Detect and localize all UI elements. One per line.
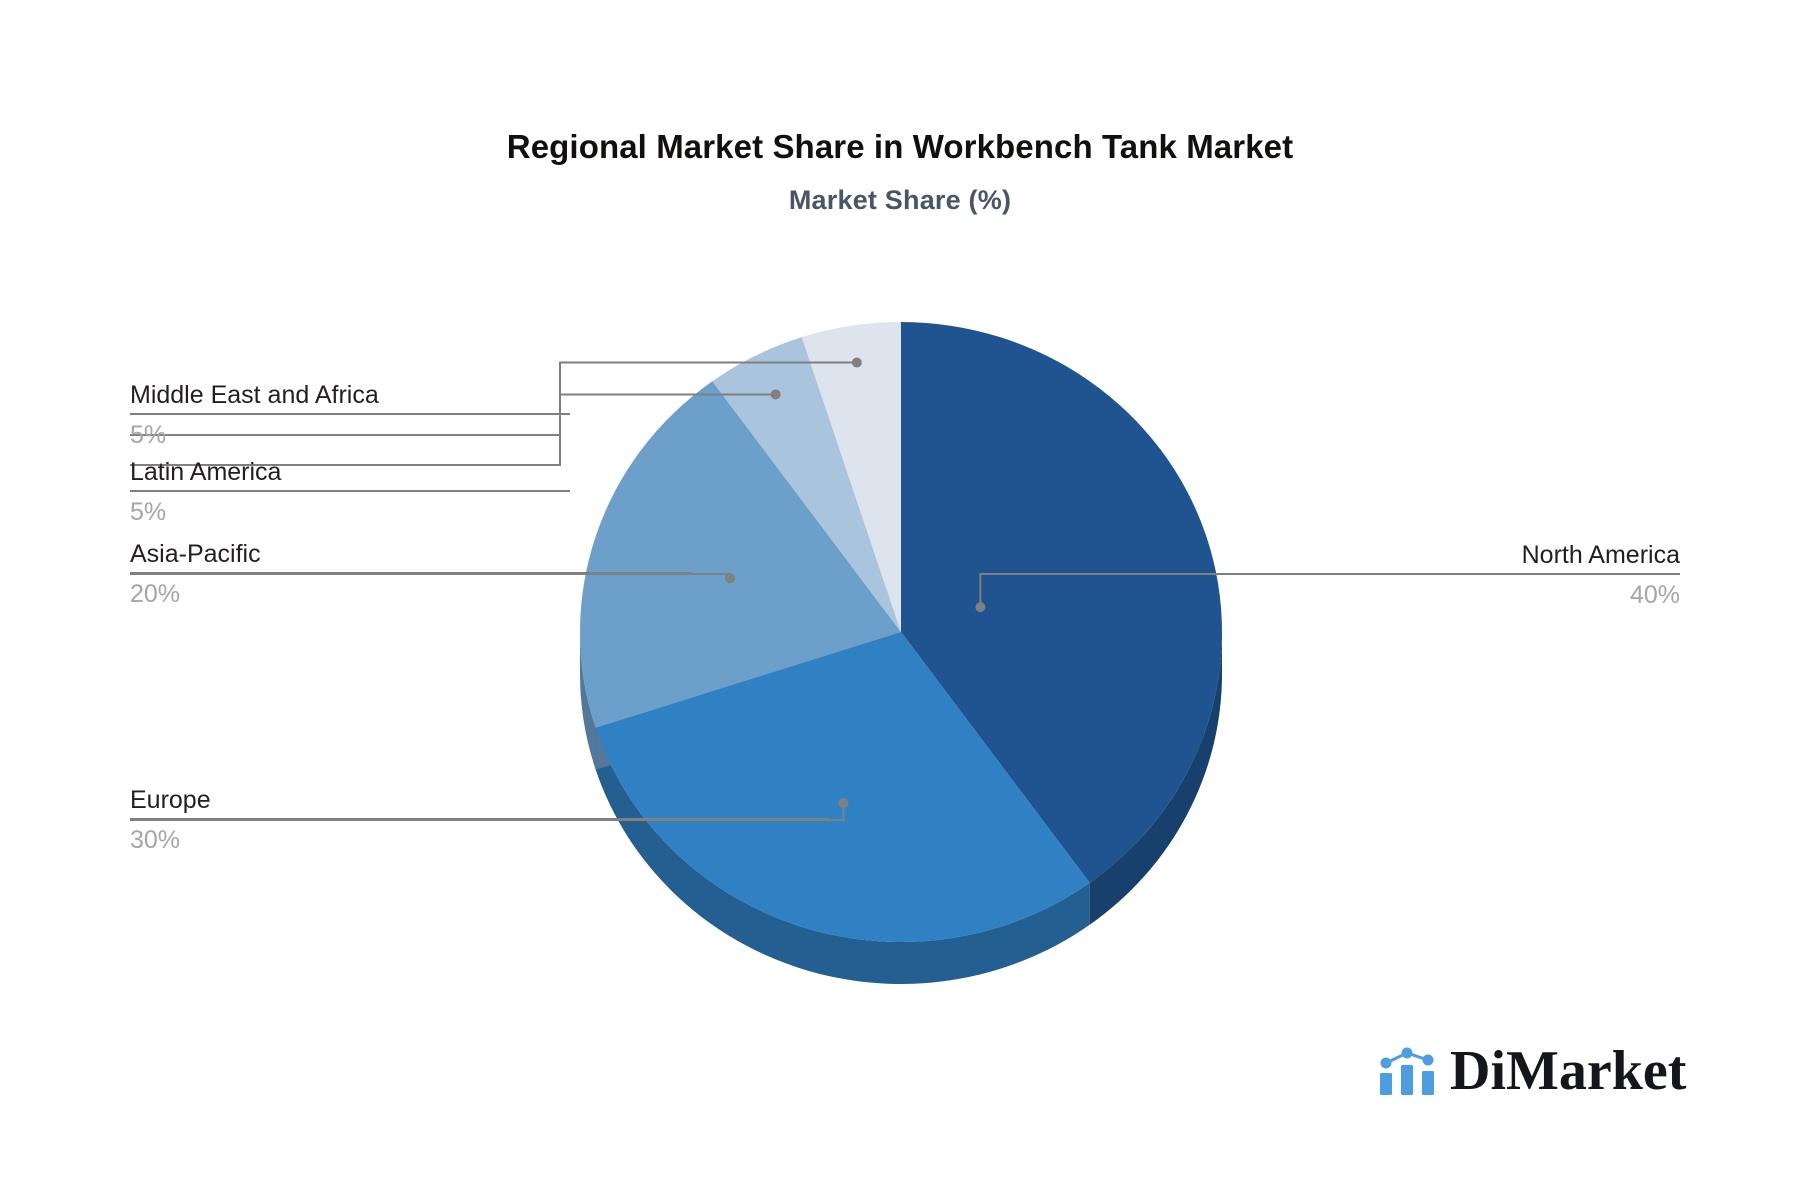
leader-line xyxy=(130,802,845,821)
callout-label: North America xyxy=(1521,541,1680,569)
pie-slice[interactable] xyxy=(901,322,1222,883)
pie-slices xyxy=(580,322,1222,942)
leader-anchor-dot xyxy=(975,602,986,613)
pie-slice-side xyxy=(1089,632,1222,925)
callout-rule xyxy=(130,818,830,820)
callout-middle-east-and-africa[interactable]: Middle East and Africa 5% xyxy=(130,380,570,452)
pie-leader-lines xyxy=(130,357,1672,821)
chart-title: Regional Market Share in Workbench Tank … xyxy=(506,128,1294,165)
callout-value: 30% xyxy=(130,826,181,854)
leader-line xyxy=(130,361,857,436)
pie-slice[interactable] xyxy=(580,381,901,728)
leader-anchor-dot xyxy=(851,357,862,368)
callout-rule xyxy=(130,572,692,574)
pie-slice-side xyxy=(580,632,596,770)
pie-slice[interactable] xyxy=(801,322,901,632)
pie-slice-side xyxy=(595,727,1090,985)
callout-rule xyxy=(1355,573,1680,575)
bar-chart-icon xyxy=(1380,1047,1434,1095)
brand-name: DiMarket xyxy=(1450,1040,1687,1102)
callout-europe[interactable]: Europe 30% xyxy=(130,785,830,857)
leader-anchor-dot xyxy=(725,573,736,584)
callout-value: 5% xyxy=(130,421,167,449)
callout-label: Europe xyxy=(130,786,211,814)
callout-value: 40% xyxy=(1629,581,1680,609)
brand-logo[interactable]: DiMarket xyxy=(1378,1043,1686,1099)
callout-rule xyxy=(130,413,570,415)
pie-slice[interactable] xyxy=(712,337,901,632)
chart-subtitle: Market Share (%) xyxy=(788,185,1012,215)
callout-value: 5% xyxy=(130,498,167,526)
pie-slice[interactable] xyxy=(595,632,1090,942)
callout-asia-pacific[interactable]: Asia-Pacific 20% xyxy=(130,539,692,611)
callout-latin-america[interactable]: Latin America 5% xyxy=(130,457,570,529)
leader-anchor-dot xyxy=(838,797,849,808)
callout-value: 20% xyxy=(130,580,181,608)
callout-label: Asia-Pacific xyxy=(130,540,261,568)
callout-north-america[interactable]: North America 40% xyxy=(1355,540,1680,612)
callout-label: Middle East and Africa xyxy=(130,381,379,409)
callout-label: Latin America xyxy=(130,458,282,486)
leader-anchor-dot xyxy=(770,389,781,400)
callout-rule xyxy=(130,490,570,492)
